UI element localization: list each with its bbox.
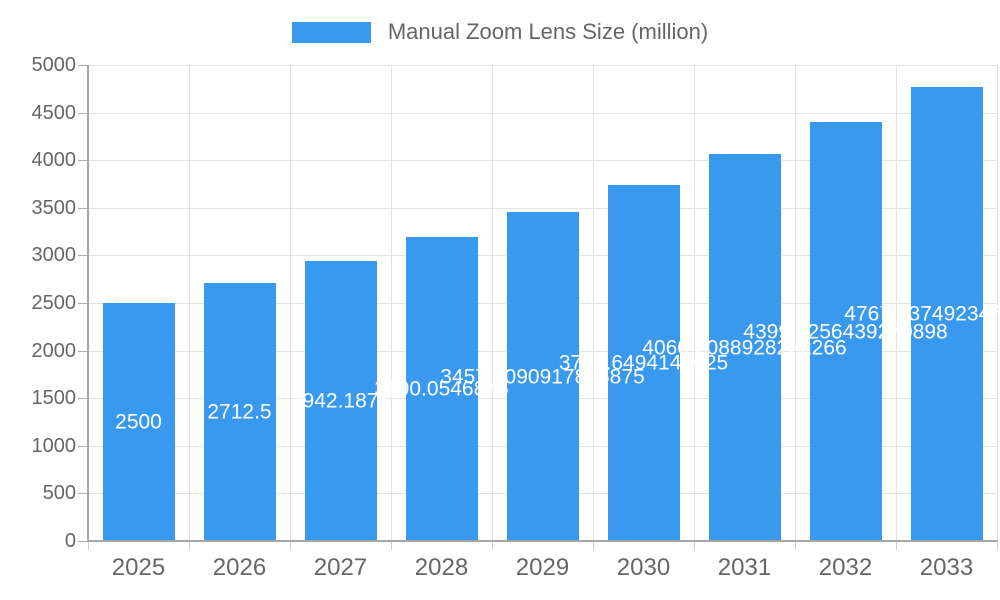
bar[interactable] [204, 283, 276, 541]
x-axis-tick-mark [391, 542, 392, 550]
v-gridline [290, 65, 291, 541]
y-axis-tick-mark [78, 208, 88, 209]
x-axis-tick-mark [593, 542, 594, 550]
h-gridline [88, 65, 997, 66]
h-gridline [88, 113, 997, 114]
bar[interactable] [608, 185, 680, 541]
y-axis-tick-label: 2000 [31, 340, 77, 362]
y-axis-tick-mark [78, 541, 88, 542]
bar[interactable] [507, 212, 579, 541]
y-axis-tick-mark [78, 113, 88, 114]
x-axis-tick-mark [694, 542, 695, 550]
y-axis-tick-label: 4500 [31, 102, 77, 124]
y-axis-tick-mark [78, 303, 88, 304]
x-axis-tick-label: 2026 [212, 554, 267, 581]
bar[interactable] [911, 87, 983, 541]
y-axis-tick-label: 1500 [31, 387, 77, 409]
x-axis-tick-label: 2033 [919, 554, 974, 581]
bar-value-label: 4060.2088928222266 [642, 336, 847, 360]
y-axis-tick-label: 5000 [31, 54, 77, 76]
bar[interactable] [810, 122, 882, 541]
v-gridline [391, 65, 392, 541]
x-axis-tick-label: 2028 [414, 554, 469, 581]
y-axis-tick-label: 500 [42, 482, 76, 504]
x-axis-tick-label: 2031 [717, 554, 772, 581]
v-gridline [694, 65, 695, 541]
x-axis-tick-label: 2030 [616, 554, 671, 581]
bar-value-label: 3744.6494140625 [558, 351, 729, 375]
legend-swatch [291, 21, 371, 43]
y-axis-line [87, 65, 89, 542]
x-axis-tick-mark [896, 542, 897, 550]
y-axis-tick-label: 3500 [31, 197, 77, 219]
bar-value-label: 3190.0546875 [374, 377, 509, 401]
y-axis-tick-label: 2500 [31, 292, 77, 314]
x-axis-tick-label: 2027 [313, 554, 368, 581]
bar[interactable] [406, 237, 478, 541]
x-axis-tick-mark [290, 542, 291, 550]
bar-value-label: 4767.4374923470898 [844, 302, 1000, 326]
h-gridline [88, 208, 997, 209]
y-axis-tick-label: 1000 [31, 435, 77, 457]
bar[interactable] [709, 154, 781, 541]
y-axis-tick-label: 3000 [31, 244, 77, 266]
v-gridline [896, 65, 897, 541]
bar-value-label: 4399.2256439270898 [743, 320, 948, 344]
x-axis-tick-mark [795, 542, 796, 550]
v-gridline [189, 65, 190, 541]
bar[interactable] [305, 261, 377, 541]
y-axis-tick-mark [78, 493, 88, 494]
v-gridline [492, 65, 493, 541]
x-axis-tick-mark [492, 542, 493, 550]
v-gridline [795, 65, 796, 541]
y-axis-tick-mark [78, 446, 88, 447]
x-axis-tick-mark [997, 542, 998, 550]
bar-value-label: 2712.5 [207, 400, 272, 424]
bar-value-label: 3457.4090917896875 [440, 365, 645, 389]
bar-value-label: 2942.1875 [290, 389, 391, 413]
chart-legend[interactable]: Manual Zoom Lens Size (million) [0, 21, 1000, 43]
y-axis-tick-label: 0 [64, 530, 76, 552]
x-axis-tick-mark [189, 542, 190, 550]
v-gridline [593, 65, 594, 541]
y-axis-tick-mark [78, 398, 88, 399]
y-axis-tick-mark [78, 351, 88, 352]
x-axis-tick-mark [88, 542, 89, 550]
y-axis-tick-label: 4000 [31, 149, 77, 171]
x-axis-tick-label: 2025 [111, 554, 166, 581]
y-axis-tick-mark [78, 65, 88, 66]
y-axis-tick-mark [78, 160, 88, 161]
x-axis-tick-label: 2029 [515, 554, 570, 581]
bar-value-label: 2500 [115, 410, 162, 434]
legend-label: Manual Zoom Lens Size (million) [387, 19, 709, 44]
v-gridline [997, 65, 998, 541]
y-axis-tick-mark [78, 255, 88, 256]
x-axis-tick-label: 2032 [818, 554, 873, 581]
h-gridline [88, 160, 997, 161]
bar[interactable] [103, 303, 175, 541]
x-axis-line [87, 540, 998, 542]
